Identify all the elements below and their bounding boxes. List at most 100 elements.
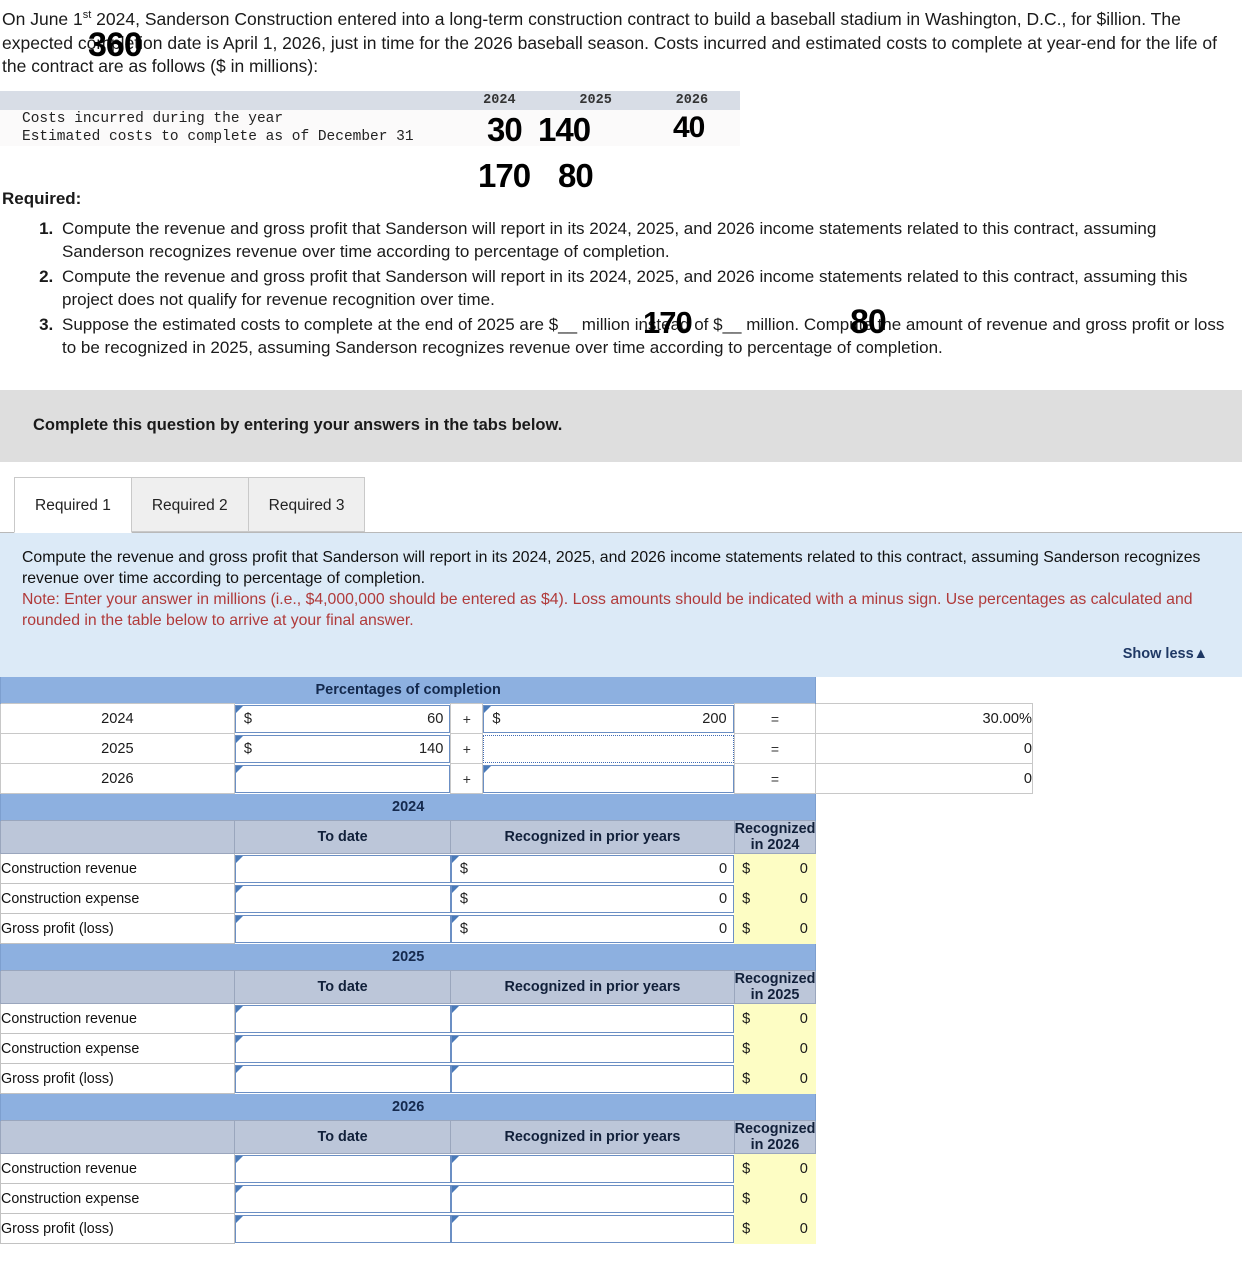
- to-date-cell-gross-2026[interactable]: [234, 1213, 451, 1244]
- percentage-cost-input-2024[interactable]: $ 60: [234, 704, 451, 733]
- to-date-input-expense-2024[interactable]: [234, 884, 451, 913]
- prior-cell-expense-2024[interactable]: $0: [450, 883, 735, 914]
- prior-input-gross-2024[interactable]: $0: [450, 914, 735, 943]
- current-input-gross-2025[interactable]: $0: [734, 1064, 816, 1093]
- current-input-expense-2025[interactable]: $0: [734, 1034, 816, 1063]
- cell-marker-icon: [451, 1155, 459, 1163]
- current-cell-expense-2024[interactable]: $0: [734, 883, 816, 914]
- cell-marker-icon: [235, 855, 243, 863]
- prior-cell-revenue-2025[interactable]: [450, 1003, 735, 1034]
- prior-value-gross-2024: 0: [718, 920, 728, 937]
- cell-marker-icon: [235, 1185, 243, 1193]
- costs-table: 2024 2025 2026 Costs incurred during the…: [0, 90, 740, 146]
- ink-overlay-incurred-2024: 30: [487, 110, 523, 148]
- to-date-cell-gross-2024[interactable]: [234, 913, 451, 944]
- required-item-1: Compute the revenue and gross profit tha…: [58, 217, 1242, 263]
- prior-cell-gross-2024[interactable]: $0: [450, 913, 735, 944]
- current-input-expense-2024[interactable]: $0: [734, 884, 816, 913]
- row-label-expense-2026: Construction expense: [0, 1183, 235, 1215]
- prior-cell-gross-2025[interactable]: [450, 1063, 735, 1094]
- prior-input-revenue-2025[interactable]: [450, 1004, 735, 1033]
- current-cell-gross-2025[interactable]: $0: [734, 1063, 816, 1094]
- to-date-cell-expense-2026[interactable]: [234, 1183, 451, 1214]
- to-date-cell-expense-2025[interactable]: [234, 1033, 451, 1064]
- to-date-input-revenue-2025[interactable]: [234, 1004, 451, 1033]
- dollar-sign: $: [742, 860, 751, 877]
- percentage-cost-cell-2025[interactable]: $ 140: [234, 733, 451, 764]
- prior-cell-revenue-2026[interactable]: [450, 1153, 735, 1184]
- prior-cell-gross-2026[interactable]: [450, 1213, 735, 1244]
- show-less-link[interactable]: Show less▲: [22, 631, 1226, 664]
- to-date-input-expense-2026[interactable]: [234, 1184, 451, 1213]
- percentage-cost-input-2026[interactable]: [234, 764, 451, 793]
- current-cell-expense-2026[interactable]: $0: [734, 1183, 816, 1214]
- intro-text-part3: illion. The expected completion date is …: [2, 9, 1217, 77]
- percentage-cost-cell-2024[interactable]: $ 60: [234, 703, 451, 734]
- percentage-cost-value-2024: 60: [427, 710, 444, 727]
- ink-overlay-estimated-2025: 80: [558, 156, 594, 194]
- current-input-revenue-2025[interactable]: $0: [734, 1004, 816, 1033]
- to-date-cell-gross-2025[interactable]: [234, 1063, 451, 1094]
- to-date-input-expense-2025[interactable]: [234, 1034, 451, 1063]
- current-cell-revenue-2026[interactable]: $0: [734, 1153, 816, 1184]
- percentage-total-cell-2026[interactable]: [482, 763, 735, 794]
- section-header-prior-2026: Recognized in prior years: [450, 1120, 735, 1155]
- prior-cell-expense-2025[interactable]: [450, 1033, 735, 1064]
- prior-input-gross-2026[interactable]: [450, 1214, 735, 1243]
- current-cell-gross-2024[interactable]: $0: [734, 913, 816, 944]
- current-input-gross-2024[interactable]: $0: [734, 914, 816, 943]
- percentage-total-input-2025[interactable]: [483, 734, 734, 763]
- current-value-gross-2026: 0: [799, 1220, 808, 1237]
- current-cell-expense-2025[interactable]: $0: [734, 1033, 816, 1064]
- prior-input-revenue-2024[interactable]: $0: [450, 854, 735, 883]
- current-input-gross-2026[interactable]: $0: [734, 1214, 816, 1243]
- section-header-prior-2024: Recognized in prior years: [450, 820, 735, 855]
- ink-overlay-incurred-2026: 40: [673, 110, 705, 144]
- to-date-input-revenue-2024[interactable]: [234, 854, 451, 883]
- prior-input-expense-2026[interactable]: [450, 1184, 735, 1213]
- tab-required-3[interactable]: Required 3: [247, 476, 366, 532]
- percentage-total-input-2024[interactable]: $ 200: [483, 704, 734, 733]
- prior-input-expense-2024[interactable]: $0: [450, 884, 735, 913]
- prior-cell-revenue-2024[interactable]: $0: [450, 853, 735, 884]
- prior-input-revenue-2026[interactable]: [450, 1154, 735, 1183]
- current-input-revenue-2026[interactable]: $0: [734, 1154, 816, 1183]
- percentage-cost-input-2025[interactable]: $ 140: [234, 734, 451, 763]
- tab-required-2[interactable]: Required 2: [130, 476, 249, 532]
- prior-input-expense-2025[interactable]: [450, 1034, 735, 1063]
- dollar-sign: $: [742, 1190, 751, 1207]
- tab-required-1[interactable]: Required 1: [14, 476, 132, 533]
- current-input-revenue-2024[interactable]: $0: [734, 854, 816, 883]
- intro-text-part1: On June 1: [2, 9, 83, 29]
- percentage-total-cell-2025[interactable]: [482, 733, 735, 764]
- costs-row-incurred-label: Costs incurred during the year: [0, 109, 452, 128]
- to-date-cell-revenue-2025[interactable]: [234, 1003, 451, 1034]
- prior-value-revenue-2024: 0: [718, 860, 728, 877]
- to-date-cell-revenue-2026[interactable]: [234, 1153, 451, 1184]
- to-date-input-revenue-2026[interactable]: [234, 1154, 451, 1183]
- to-date-input-gross-2025[interactable]: [234, 1064, 451, 1093]
- to-date-cell-expense-2024[interactable]: [234, 883, 451, 914]
- prior-cell-expense-2026[interactable]: [450, 1183, 735, 1214]
- costs-header-2024: 2024: [451, 90, 548, 110]
- to-date-cell-revenue-2024[interactable]: [234, 853, 451, 884]
- current-cell-revenue-2024[interactable]: $0: [734, 853, 816, 884]
- ink-overlay-estimated-2024: 170: [478, 156, 531, 194]
- current-cell-revenue-2025[interactable]: $0: [734, 1003, 816, 1034]
- cell-marker-icon: [235, 1035, 243, 1043]
- cell-marker-icon: [451, 1215, 459, 1223]
- current-cell-gross-2026[interactable]: $0: [734, 1213, 816, 1244]
- percentage-total-input-2026[interactable]: [483, 764, 734, 793]
- cell-marker-icon: [484, 705, 492, 713]
- prior-input-gross-2025[interactable]: [450, 1064, 735, 1093]
- dollar-sign: $: [742, 1010, 751, 1027]
- problem-statement: On June 1st 2024, Sanderson Construction…: [0, 0, 1242, 83]
- percentage-total-cell-2024[interactable]: $ 200: [482, 703, 735, 734]
- to-date-input-gross-2024[interactable]: [234, 914, 451, 943]
- to-date-input-gross-2026[interactable]: [234, 1214, 451, 1243]
- section-header-blank-2026: [0, 1120, 235, 1155]
- percentage-cost-cell-2026[interactable]: [234, 763, 451, 794]
- row-label-expense-2024: Construction expense: [0, 883, 235, 915]
- cell-marker-icon: [235, 1005, 243, 1013]
- current-input-expense-2026[interactable]: $0: [734, 1184, 816, 1213]
